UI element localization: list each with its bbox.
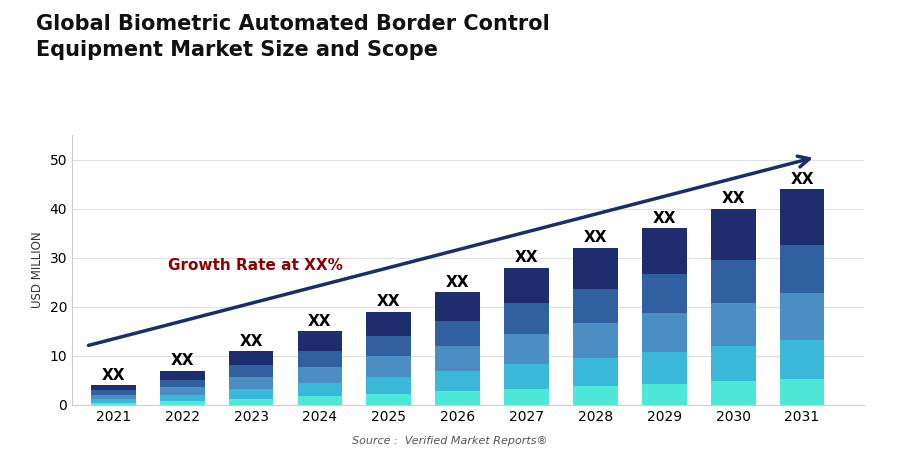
Bar [642,313,687,352]
Bar [366,394,411,405]
Bar [366,377,411,394]
Bar [779,189,824,245]
Bar [642,384,687,405]
Bar [229,377,274,389]
Bar [91,403,136,405]
Bar [436,346,480,371]
Bar [160,395,204,401]
Bar [711,346,755,382]
Text: XX: XX [377,294,400,309]
Bar [504,303,549,333]
Bar [436,392,480,405]
Bar [573,248,617,289]
Bar [504,364,549,388]
Bar [711,382,755,405]
Bar [160,401,204,405]
Bar [711,209,755,260]
Bar [573,358,617,386]
Bar [229,389,274,399]
Text: XX: XX [584,230,608,245]
Text: Source :  Verified Market Reports®: Source : Verified Market Reports® [352,436,548,446]
Bar [366,336,411,356]
Text: XX: XX [239,333,263,349]
Y-axis label: USD MILLION: USD MILLION [31,232,44,308]
Bar [91,391,136,395]
Bar [229,351,274,365]
Bar [229,365,274,377]
Bar [298,367,342,383]
Bar [298,383,342,396]
Bar [573,323,617,358]
Bar [160,379,204,387]
Bar [779,340,824,379]
Bar [436,292,480,321]
Bar [504,388,549,405]
Bar [91,395,136,399]
Text: XX: XX [102,368,125,383]
Bar [779,245,824,292]
Bar [436,371,480,392]
Bar [779,379,824,405]
Bar [504,268,549,303]
Bar [160,387,204,395]
Bar [711,260,755,303]
Bar [298,351,342,367]
Text: XX: XX [446,274,470,290]
Bar [298,331,342,351]
Bar [573,386,617,405]
Bar [91,399,136,403]
Bar [779,292,824,340]
Text: XX: XX [515,250,538,265]
Bar [436,321,480,347]
Bar [91,385,136,391]
Bar [642,352,687,384]
Bar [642,274,687,313]
Text: XX: XX [790,171,814,187]
Bar [642,228,687,274]
Bar [711,303,755,346]
Text: XX: XX [722,191,745,206]
Bar [298,396,342,405]
Bar [504,333,549,364]
Text: XX: XX [652,211,676,226]
Text: XX: XX [308,314,332,329]
Bar [366,356,411,377]
Bar [573,289,617,323]
Bar [366,312,411,336]
Bar [160,371,204,379]
Text: Global Biometric Automated Border Control
Equipment Market Size and Scope: Global Biometric Automated Border Contro… [36,14,550,60]
Text: XX: XX [170,353,194,368]
Text: Growth Rate at XX%: Growth Rate at XX% [168,257,343,273]
Bar [229,399,274,405]
